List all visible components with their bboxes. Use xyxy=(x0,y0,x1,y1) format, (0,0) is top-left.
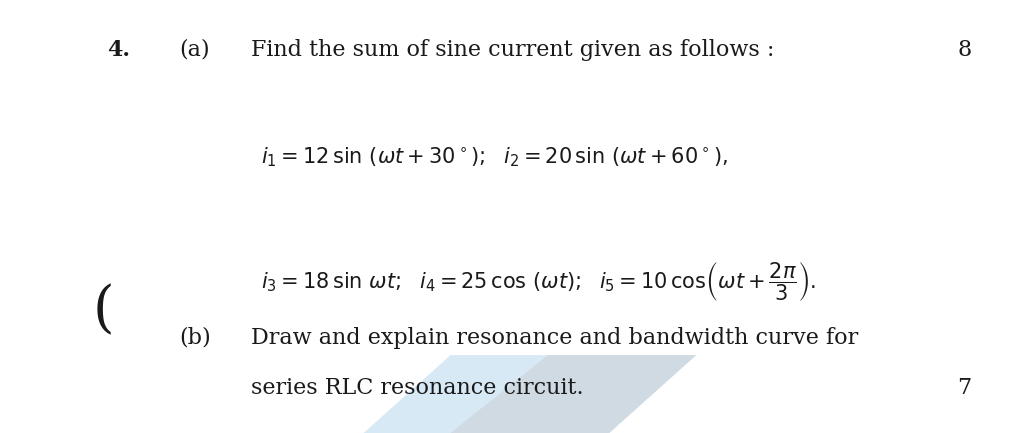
Text: 4.: 4. xyxy=(108,39,130,61)
Text: 8: 8 xyxy=(957,39,972,61)
Text: Find the sum of sine current given as follows :: Find the sum of sine current given as fo… xyxy=(251,39,774,61)
Text: Draw and explain resonance and bandwidth curve for: Draw and explain resonance and bandwidth… xyxy=(251,327,858,349)
Text: (: ( xyxy=(92,284,114,338)
Text: $i_1 = 12\,\sin\,(\omega t + 30^\circ);\ \ i_2 = 20\,\sin\,(\omega t + 60^\circ): $i_1 = 12\,\sin\,(\omega t + 30^\circ);\… xyxy=(261,145,728,169)
Text: (a): (a) xyxy=(179,39,210,61)
Polygon shape xyxy=(364,355,696,433)
Text: series RLC resonance circuit.: series RLC resonance circuit. xyxy=(251,377,584,399)
Text: 7: 7 xyxy=(957,377,972,399)
Polygon shape xyxy=(451,355,696,433)
Text: $i_3 = 18\,\sin\,\omega t;\ \ i_4 = 25\,\cos\,(\omega t);\ \ i_5 = 10\,\cos\!\le: $i_3 = 18\,\sin\,\omega t;\ \ i_4 = 25\,… xyxy=(261,260,816,303)
Text: (b): (b) xyxy=(179,327,211,349)
